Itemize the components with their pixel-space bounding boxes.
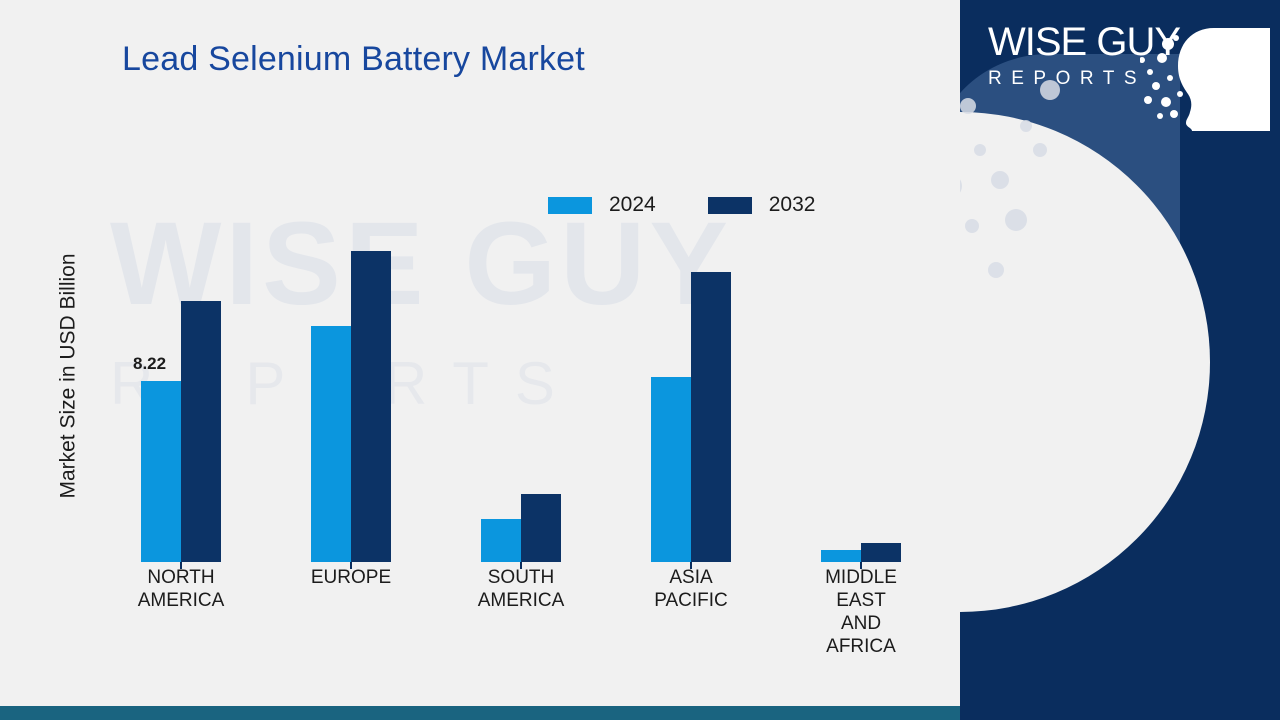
x-label-line: SOUTH xyxy=(487,567,555,588)
x-axis-label-middle-east-and-africa: MIDDLE EAST AND AFRICA xyxy=(776,566,946,658)
chart-legend: 2024 2032 xyxy=(548,193,815,217)
legend-swatch-2024 xyxy=(548,196,592,214)
bar-chart: Market Size in USD Billion 2024 2032 8.2… xyxy=(52,150,946,658)
bar-value-label-north-america-2024: 8.22 xyxy=(133,354,167,373)
bar-asia-pacific-2024[interactable] xyxy=(651,377,691,562)
bottom-accent-strip xyxy=(0,706,960,720)
x-label-line: AFRICA xyxy=(826,636,896,657)
bar-pair: 8.22 xyxy=(133,150,221,569)
legend-label-2032: 2032 xyxy=(768,193,816,216)
bar-europe-2024[interactable] xyxy=(311,326,351,562)
bar-north-america-2024[interactable] xyxy=(141,381,181,562)
logo-wordmark: WISE GUY xyxy=(988,20,1181,64)
x-axis-label-asia-pacific: ASIA PACIFIC xyxy=(606,566,776,658)
brand-logo[interactable]: WISE GUY REPORTS xyxy=(988,22,1258,112)
bar-group-middle-east-and-africa xyxy=(776,150,946,569)
x-axis-label-europe: EUROPE xyxy=(266,566,436,658)
bar-middle-east-and-africa-2032[interactable] xyxy=(861,543,901,562)
legend-item-2032[interactable]: 2032 xyxy=(707,193,816,217)
bar-europe-2032[interactable] xyxy=(351,251,391,562)
bar-pair xyxy=(311,150,391,569)
axis-tick xyxy=(690,562,692,569)
bar-asia-pacific-2032[interactable] xyxy=(691,272,731,562)
bar-pair xyxy=(651,150,731,569)
axis-tick xyxy=(860,562,862,569)
bar-group-north-america: 8.22 xyxy=(96,150,266,569)
page-title: Lead Selenium Battery Market xyxy=(122,40,585,78)
y-axis-label: Market Size in USD Billion xyxy=(52,196,86,556)
bar-group-europe xyxy=(266,150,436,569)
x-label-line: EUROPE xyxy=(310,567,392,588)
x-label-line: NORTH xyxy=(147,567,215,588)
bar-south-america-2024[interactable] xyxy=(481,519,521,562)
axis-tick xyxy=(520,562,522,569)
logo-subtitle: REPORTS xyxy=(988,68,1147,89)
legend-label-2024: 2024 xyxy=(609,193,656,216)
x-axis-labels: NORTH AMERICA EUROPE SOUTH AMERICA ASIA … xyxy=(96,566,946,658)
x-label-line: AMERICA xyxy=(477,590,565,611)
x-axis-label-north-america: NORTH AMERICA xyxy=(96,566,266,658)
x-label-line: AMERICA xyxy=(137,590,225,611)
bar-south-america-2032[interactable] xyxy=(521,494,561,562)
logo-head-dots-icon xyxy=(1140,28,1270,131)
x-label-line: AND xyxy=(840,613,882,634)
bar-group-south-america xyxy=(436,150,606,569)
molecule-dots-pattern xyxy=(960,80,1060,278)
x-label-line: EAST xyxy=(836,590,886,611)
bar-group-asia-pacific xyxy=(606,150,776,569)
bar-groups: 8.22 xyxy=(96,150,946,569)
axis-tick xyxy=(180,562,182,569)
x-label-line: PACIFIC xyxy=(654,590,728,611)
bar-pair xyxy=(821,150,901,569)
brand-panel: WISE GUY REPORTS xyxy=(960,0,1280,720)
legend-swatch-2032 xyxy=(707,196,752,214)
bar-middle-east-and-africa-2024[interactable] xyxy=(821,550,861,562)
x-label-line: MIDDLE xyxy=(825,567,897,588)
bar-pair xyxy=(481,150,561,569)
x-label-line: ASIA xyxy=(669,567,713,588)
legend-item-2024[interactable]: 2024 xyxy=(548,193,656,217)
bar-north-america-2032[interactable] xyxy=(181,301,221,562)
x-axis-label-south-america: SOUTH AMERICA xyxy=(436,566,606,658)
y-axis-label-text: Market Size in USD Billion xyxy=(57,253,80,499)
axis-tick xyxy=(350,562,352,569)
